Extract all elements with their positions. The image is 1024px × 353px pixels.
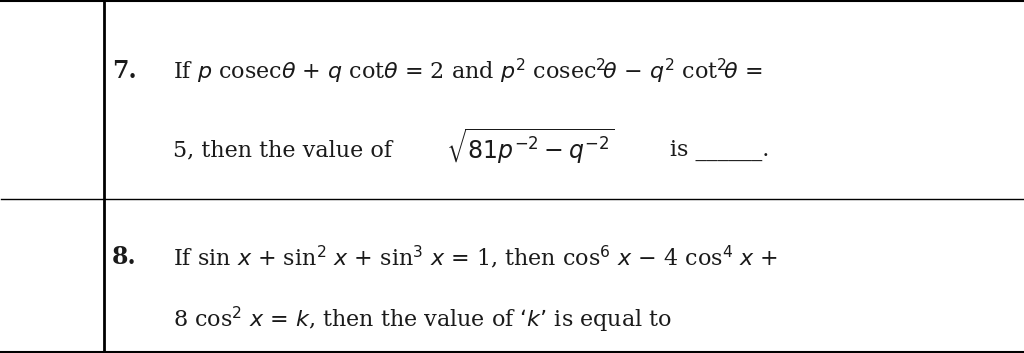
Text: 5, then the value of: 5, then the value of <box>173 139 392 161</box>
Text: 7.: 7. <box>112 59 136 83</box>
Text: If $p$ cosec$\theta$ + $q$ cot$\theta$ = 2 and $p^2$ cosec$^2\!\theta$ $-$ $q^2$: If $p$ cosec$\theta$ + $q$ cot$\theta$ =… <box>173 57 763 86</box>
Text: is ______.: is ______. <box>671 139 770 161</box>
Text: $\sqrt{81p^{-2}-q^{-2}}$: $\sqrt{81p^{-2}-q^{-2}}$ <box>445 127 614 167</box>
Text: If sin $x$ + sin$^2$ $x$ + sin$^3$ $x$ = 1, then cos$^6$ $x$ $-$ 4 cos$^4$ $x$ +: If sin $x$ + sin$^2$ $x$ + sin$^3$ $x$ =… <box>173 243 778 271</box>
Text: 8 cos$^2$ $x$ = $k$, then the value of ‘$k$’ is equal to: 8 cos$^2$ $x$ = $k$, then the value of ‘… <box>173 305 672 335</box>
Text: 8.: 8. <box>112 245 136 269</box>
